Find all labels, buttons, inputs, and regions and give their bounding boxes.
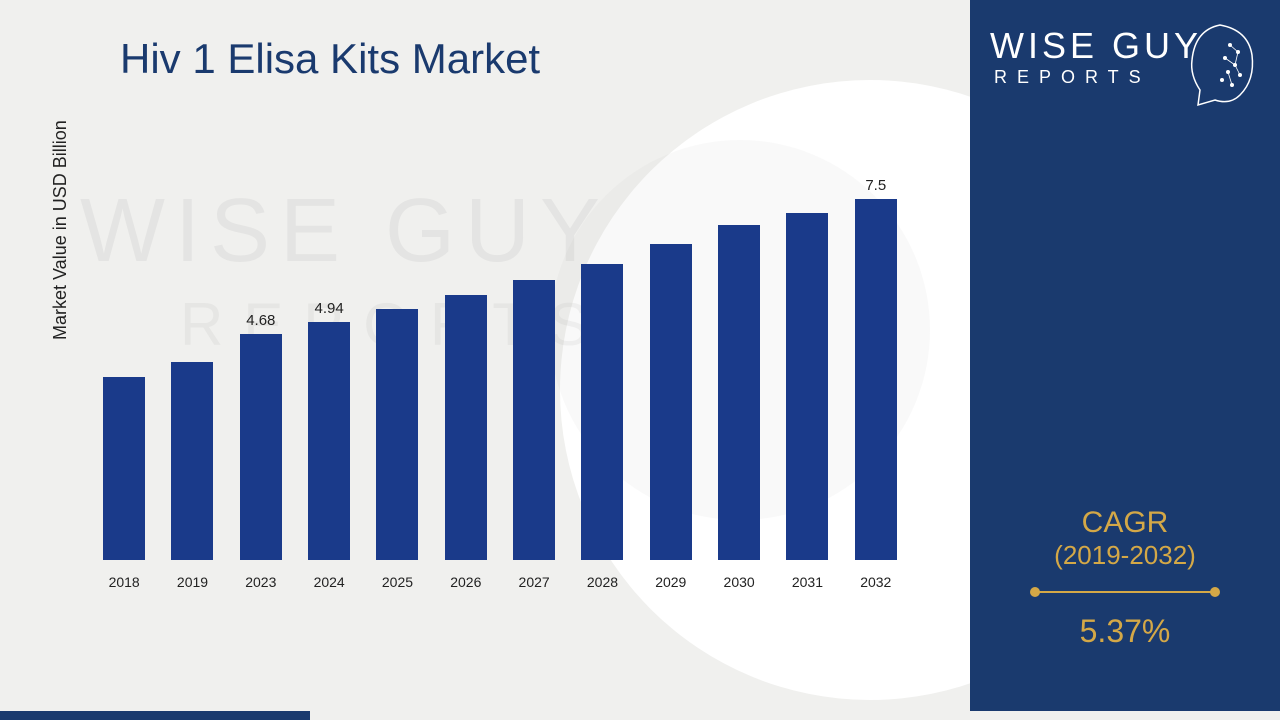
bar-group [162, 362, 222, 560]
bar [650, 244, 692, 560]
x-axis-label: 2029 [641, 574, 701, 590]
bar [240, 334, 282, 560]
bar-value-label: 4.94 [315, 300, 344, 317]
x-axis-label: 2018 [94, 574, 154, 590]
bar [513, 280, 555, 560]
chart-area: Market Value in USD Billion 4.684.947.5 … [60, 140, 930, 590]
bar-group [709, 225, 769, 560]
bar [103, 377, 145, 560]
bar-group [504, 280, 564, 560]
bar-value-label: 4.68 [246, 312, 275, 329]
bar-group [641, 244, 701, 560]
bar [855, 199, 897, 560]
bar-group [94, 377, 154, 560]
cagr-title: CAGR [1010, 506, 1240, 540]
bar-value-label: 7.5 [865, 177, 886, 194]
bar [376, 309, 418, 560]
bars-group: 4.684.947.5 [90, 160, 910, 560]
x-axis-label: 2032 [846, 574, 906, 590]
x-axis-labels: 2018 2019 2023 2024 2025 2026 2027 2028 2029 2030… [90, 574, 910, 590]
bar-group: 7.5 [846, 199, 906, 560]
bar [445, 295, 487, 560]
chart-title: Hiv 1 Elisa Kits Market [120, 35, 540, 83]
bar-group [367, 309, 427, 560]
x-axis-label: 2023 [231, 574, 291, 590]
bar-group [777, 213, 837, 560]
bar [308, 322, 350, 560]
x-axis-label: 2027 [504, 574, 564, 590]
x-axis-label: 2028 [572, 574, 632, 590]
bar-group: 4.68 [231, 334, 291, 560]
x-axis-label: 2019 [162, 574, 222, 590]
bar [171, 362, 213, 560]
bar [718, 225, 760, 560]
x-axis-label: 2024 [299, 574, 359, 590]
bar [581, 264, 623, 560]
x-axis-label: 2026 [436, 574, 496, 590]
bar-group: 4.94 [299, 322, 359, 560]
x-axis-label: 2030 [709, 574, 769, 590]
x-axis-label: 2025 [367, 574, 427, 590]
cagr-block: CAGR (2019-2032) 5.37% [1010, 506, 1240, 650]
x-axis-label: 2031 [777, 574, 837, 590]
logo-head-icon [1180, 20, 1260, 110]
y-axis-label: Market Value in USD Billion [50, 120, 71, 340]
logo: WISE GUY REPORTS [990, 25, 1250, 105]
bar-group [572, 264, 632, 560]
cagr-value: 5.37% [1010, 613, 1240, 650]
bar-group [436, 295, 496, 560]
bar [786, 213, 828, 560]
cagr-period: (2019-2032) [1010, 540, 1240, 571]
chart-container: WISE GUY REPORTS Hiv 1 Elisa Kits Market… [0, 0, 1280, 720]
cagr-divider [1035, 591, 1215, 593]
bottom-strip [0, 711, 310, 720]
